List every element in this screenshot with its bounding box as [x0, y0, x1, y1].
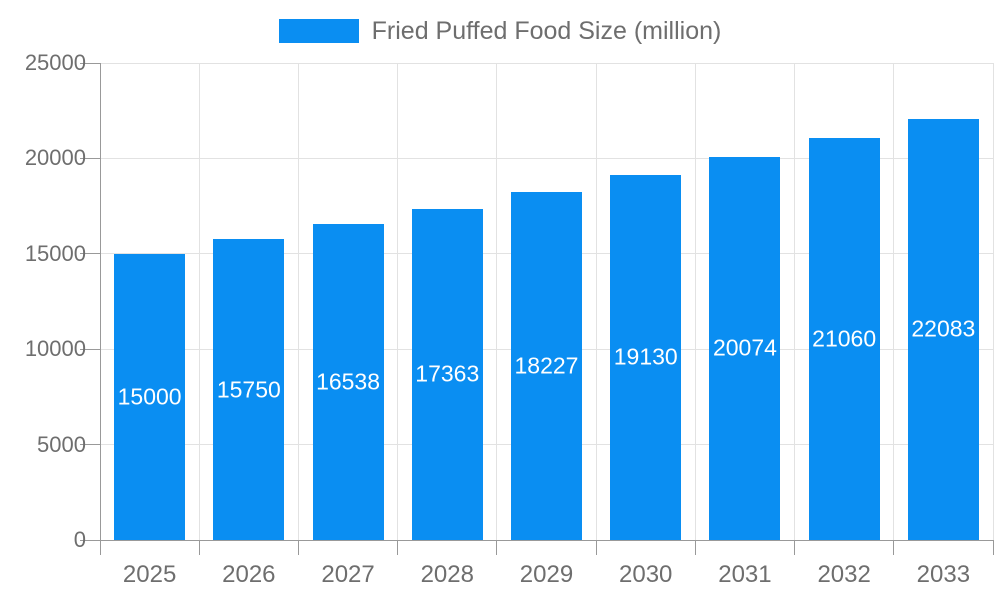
bar[interactable]: 19130: [610, 174, 682, 540]
y-axis-line: [99, 63, 101, 541]
bar[interactable]: 15000: [114, 253, 186, 540]
x-axis-label: 2029: [519, 561, 574, 588]
x-tick: [99, 540, 101, 555]
y-gridline: [100, 157, 993, 159]
bar-value-label: 20074: [712, 334, 777, 361]
bar[interactable]: 22083: [907, 118, 979, 540]
y-tick: [80, 348, 100, 350]
x-axis-line: [100, 539, 993, 541]
y-axis-label: 15000: [24, 240, 86, 266]
y-tick: [80, 157, 100, 159]
x-gridline: [595, 63, 597, 540]
x-tick: [893, 540, 895, 555]
y-tick: [80, 539, 100, 541]
x-axis-label: 2028: [420, 561, 474, 588]
x-gridline: [297, 63, 299, 540]
y-axis-label: 10000: [24, 336, 86, 362]
legend[interactable]: Fried Puffed Food Size (million): [0, 17, 1000, 45]
x-gridline: [198, 63, 200, 540]
bar-value-label: 17363: [415, 360, 480, 387]
y-axis-label: 20000: [24, 145, 86, 171]
x-gridline: [496, 63, 498, 540]
bar[interactable]: 20074: [709, 156, 781, 540]
legend-swatch: [278, 19, 359, 43]
bar-value-label: 21060: [812, 325, 877, 352]
x-tick: [397, 540, 399, 555]
y-tick: [80, 444, 100, 446]
y-axis-label: 25000: [24, 50, 86, 75]
bar[interactable]: 18227: [511, 192, 582, 540]
y-tick: [80, 253, 100, 255]
bar[interactable]: 15750: [213, 239, 285, 540]
y-tick: [80, 62, 100, 64]
x-gridline: [794, 63, 796, 540]
bar-value-label: 18227: [514, 352, 579, 379]
x-gridline: [992, 63, 994, 540]
x-tick: [198, 540, 200, 555]
x-tick: [992, 540, 994, 555]
bar-value-label: 19130: [613, 343, 678, 370]
legend-label: Fried Puffed Food Size (million): [371, 17, 722, 45]
x-axis-label: 2032: [817, 561, 871, 588]
x-tick: [297, 540, 299, 555]
x-axis-label: 2026: [222, 561, 276, 588]
bar-value-label: 15750: [216, 376, 281, 403]
x-axis-label: 2031: [718, 561, 772, 588]
x-gridline: [694, 63, 696, 540]
y-gridline: [100, 62, 993, 64]
x-gridline: [397, 63, 399, 540]
bar[interactable]: 16538: [312, 224, 384, 540]
y-axis-label: 0: [73, 527, 86, 552]
bar-value-label: 16538: [316, 368, 381, 395]
x-tick: [794, 540, 796, 555]
y-axis-label: 5000: [37, 431, 86, 457]
x-axis-label: 2033: [916, 561, 971, 588]
bar-value-label: 22083: [911, 315, 976, 342]
x-tick: [496, 540, 498, 555]
bar[interactable]: 17363: [411, 208, 483, 540]
x-axis-label: 2025: [122, 561, 177, 588]
x-tick: [694, 540, 696, 555]
bar[interactable]: 21060: [808, 138, 880, 540]
x-tick: [595, 540, 597, 555]
x-gridline: [893, 63, 895, 540]
x-axis-label: 2027: [321, 561, 375, 588]
x-axis-label: 2030: [619, 561, 673, 588]
bar-value-label: 15000: [117, 383, 182, 410]
